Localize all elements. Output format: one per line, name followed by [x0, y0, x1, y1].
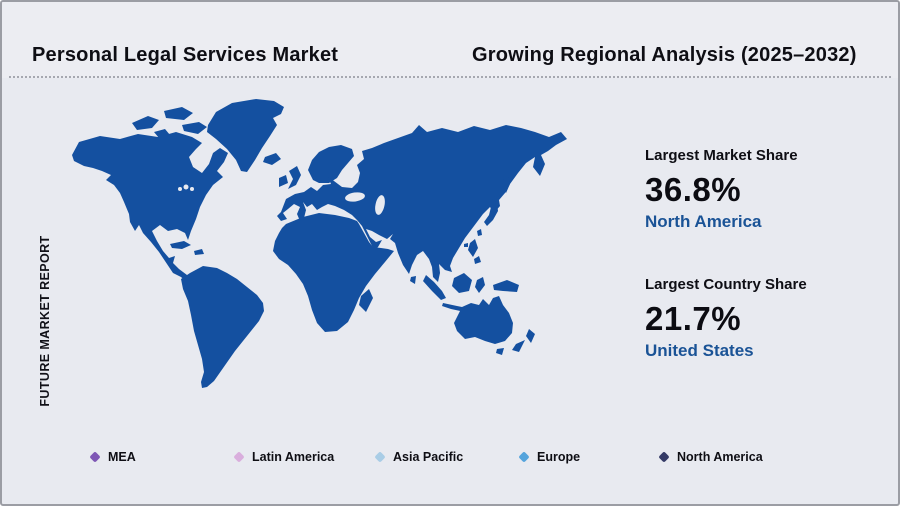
- stat-largest-market-share: Largest Market Share 36.8% North America: [645, 147, 885, 232]
- stat-label: Largest Market Share: [645, 147, 798, 164]
- legend-item-latin-america: Latin America: [233, 450, 335, 464]
- page-subtitle: Growing Regional Analysis (2025–2032): [472, 44, 857, 66]
- legend-dot-icon: [658, 451, 670, 463]
- legend-item-asia-pacific: Asia Pacific: [374, 450, 464, 464]
- legend-item-mea: MEA: [89, 450, 136, 464]
- legend-label: Asia Pacific: [393, 450, 464, 464]
- inland-seas: [178, 184, 385, 215]
- legend-dot-icon: [233, 451, 245, 463]
- legend-dot-icon: [89, 451, 101, 463]
- continents: [72, 99, 567, 388]
- stat-value: 36.8%: [645, 171, 742, 208]
- legend-item-europe: Europe: [518, 450, 581, 464]
- stat-value: 21.7%: [645, 300, 742, 337]
- brand-vertical-label: FUTURE MARKET REPORT: [38, 235, 52, 407]
- world-map: [72, 99, 567, 388]
- page-title: Personal Legal Services Market: [32, 44, 339, 66]
- title-bar: [2, 2, 898, 78]
- dotted-divider: [9, 76, 891, 78]
- legend-dot-icon: [374, 451, 386, 463]
- legend-label: Latin America: [252, 450, 335, 464]
- legend-dot-icon: [518, 451, 530, 463]
- legend-label: Europe: [537, 450, 581, 464]
- stat-region: United States: [645, 341, 754, 360]
- legend-label: North America: [677, 450, 763, 464]
- stat-region: North America: [645, 212, 762, 231]
- region-legend: MEA Latin America Asia Pacific Europe No…: [2, 450, 898, 468]
- legend-label: MEA: [108, 450, 136, 464]
- stat-largest-country-share: Largest Country Share 21.7% United State…: [645, 276, 885, 361]
- stat-label: Largest Country Share: [645, 276, 807, 293]
- legend-item-north-america: North America: [658, 450, 763, 464]
- stats-panel: Largest Market Share 36.8% North America…: [645, 147, 885, 361]
